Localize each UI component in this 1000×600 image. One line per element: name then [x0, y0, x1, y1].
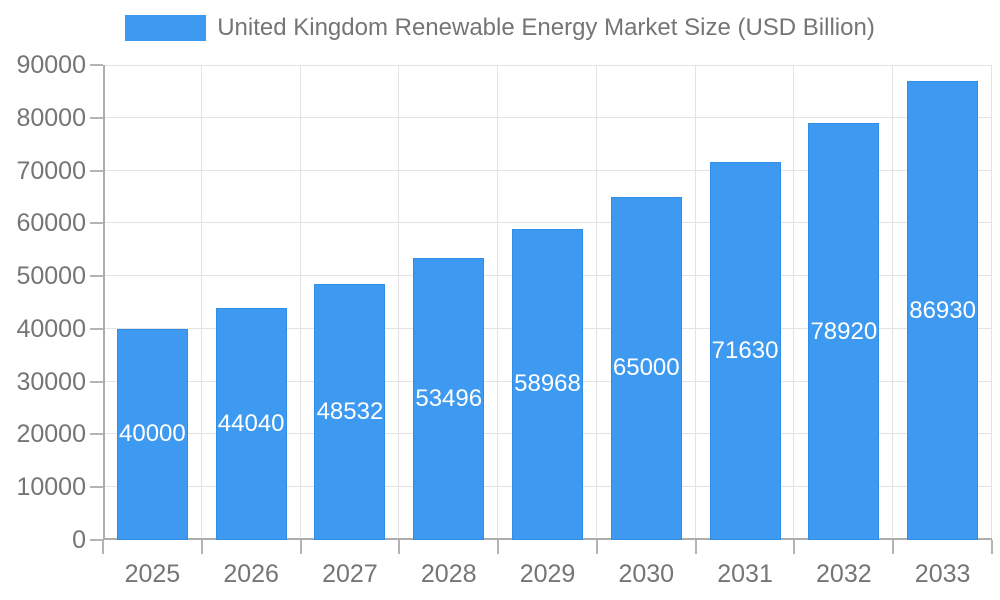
y-axis-label: 30000: [16, 367, 86, 396]
y-axis-label: 50000: [16, 262, 86, 291]
y-gridline: [103, 222, 992, 224]
bar-value-label: 86930: [909, 296, 976, 324]
x-gridline: [299, 65, 301, 540]
legend-label: United Kingdom Renewable Energy Market S…: [217, 14, 875, 41]
x-tick: [398, 540, 401, 554]
x-tick: [991, 540, 993, 554]
x-gridline: [892, 65, 894, 540]
x-gridline: [694, 65, 696, 540]
bar-value-label: 71630: [711, 336, 779, 364]
y-tick: [90, 275, 103, 278]
bar-value-label: 53496: [415, 384, 483, 412]
x-gridline: [991, 65, 992, 540]
x-gridline: [793, 65, 795, 540]
bar-value-label: 48532: [316, 397, 384, 425]
y-axis-label: 20000: [16, 420, 86, 449]
y-tick: [90, 222, 103, 225]
x-gridline: [595, 65, 597, 540]
y-tick: [90, 169, 103, 172]
bar[interactable]: 48532: [314, 283, 386, 540]
y-tick: [90, 327, 103, 330]
x-axis-label: 2027: [322, 560, 378, 588]
x-tick: [102, 540, 104, 554]
y-tick: [90, 64, 103, 66]
y-gridline: [103, 65, 992, 66]
y-axis-label: 70000: [16, 156, 86, 185]
x-gridline: [497, 65, 499, 540]
x-axis-label: 2029: [519, 560, 576, 588]
y-axis-label: 10000: [16, 473, 86, 502]
bar[interactable]: 40000: [116, 328, 188, 540]
x-tick: [793, 540, 796, 554]
x-tick: [497, 540, 500, 554]
y-tick: [90, 486, 103, 489]
bar[interactable]: 53496: [413, 257, 485, 540]
bar-value-label: 44040: [217, 409, 285, 437]
y-axis-label: 0: [72, 526, 86, 554]
bar[interactable]: 78920: [808, 123, 880, 540]
x-gridline: [398, 65, 400, 540]
y-tick: [90, 380, 103, 383]
y-axis-line: [103, 65, 105, 540]
legend-swatch: [125, 15, 207, 41]
x-tick: [892, 540, 895, 554]
x-axis-label: 2026: [223, 560, 279, 588]
y-tick: [90, 539, 103, 541]
x-axis-label: 2028: [420, 560, 477, 588]
y-axis-label: 80000: [16, 103, 86, 132]
x-axis-label: 2030: [618, 560, 675, 588]
x-axis-label: 2025: [124, 560, 181, 588]
y-gridline: [103, 169, 992, 171]
y-tick: [90, 116, 103, 119]
x-tick: [200, 540, 203, 554]
plot-area: 40000 44040 48532 53496 58968 65000 71630 78920…: [103, 65, 992, 540]
y-gridline: [103, 116, 992, 118]
y-tick: [90, 433, 103, 436]
x-axis-label: 2032: [816, 560, 872, 588]
x-tick: [694, 540, 697, 554]
bar-value-label: 40000: [119, 420, 186, 448]
bar[interactable]: 58968: [512, 228, 583, 540]
y-axis-label: 40000: [16, 314, 86, 343]
y-axis-label: 60000: [16, 209, 86, 238]
x-gridline: [200, 65, 202, 540]
x-tick: [595, 540, 598, 554]
bar[interactable]: 86930: [907, 81, 979, 540]
bar[interactable]: 65000: [610, 196, 682, 540]
y-axis-label: 90000: [16, 51, 86, 79]
bar[interactable]: 71630: [709, 161, 781, 540]
x-tick: [299, 540, 302, 554]
bar[interactable]: 44040: [215, 307, 287, 540]
x-axis-label: 2033: [914, 560, 971, 588]
bar-value-label: 58968: [514, 370, 581, 398]
legend[interactable]: United Kingdom Renewable Energy Market S…: [0, 14, 1000, 42]
x-axis-label: 2031: [717, 560, 773, 588]
bar-value-label: 78920: [810, 317, 878, 345]
bar-value-label: 65000: [612, 354, 680, 382]
